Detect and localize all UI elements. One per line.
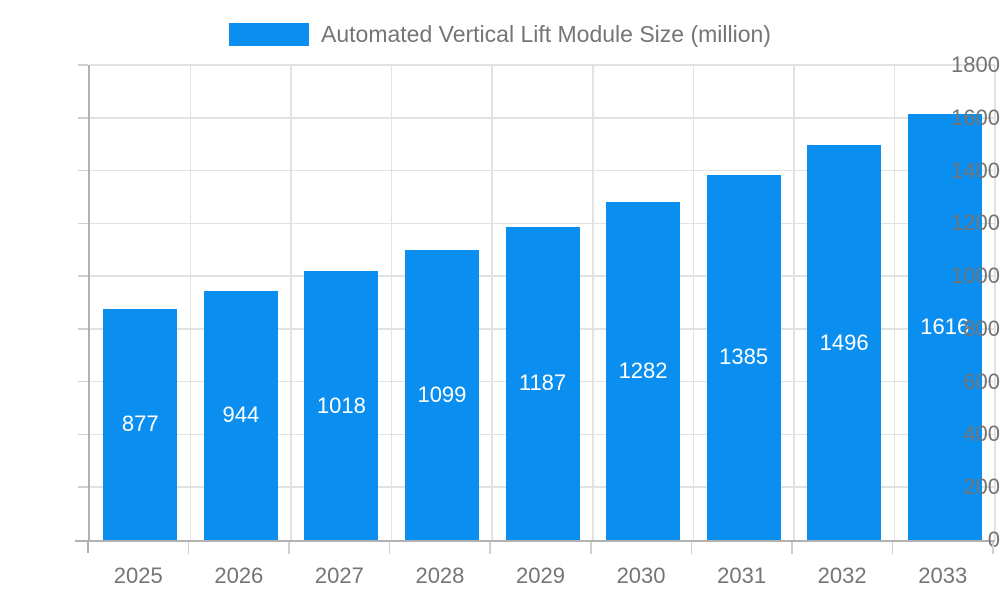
- y-axis-label: 0: [987, 527, 1000, 552]
- x-tick: [489, 542, 491, 554]
- x-tick: [187, 542, 190, 554]
- y-axis-label: 1200: [951, 210, 1000, 236]
- x-axis-label: 2025: [113, 563, 163, 588]
- plot-area: 877 944 1018 1099 1187 1282 1385 1496 1616: [88, 64, 996, 542]
- x-axis-label: 2032: [817, 563, 867, 588]
- bar-value-label: 1187: [518, 370, 567, 396]
- legend-swatch: [229, 23, 309, 46]
- x-axis-label: 2028: [415, 563, 465, 588]
- gridline-vertical: [390, 65, 393, 540]
- x-tick: [288, 542, 290, 554]
- y-axis-label: 1800: [951, 52, 1000, 77]
- gridline-vertical: [189, 65, 192, 540]
- gridline-vertical: [893, 65, 896, 540]
- gridline-vertical: [290, 65, 292, 540]
- bar-value-label: 1496: [819, 329, 869, 355]
- x-axis-label: 2027: [314, 563, 364, 588]
- bar-2030[interactable]: 1282: [606, 201, 681, 540]
- y-axis-label: 600: [963, 368, 1000, 394]
- bar-2025[interactable]: 877: [103, 308, 178, 540]
- bar-2028[interactable]: 1099: [404, 250, 479, 540]
- bar-value-label: 944: [222, 402, 260, 428]
- bar-2032[interactable]: 1496: [807, 145, 882, 540]
- y-axis-label: 1400: [951, 157, 1000, 183]
- y-axis-label: 1000: [951, 263, 1000, 289]
- bar-value-label: 1018: [316, 392, 366, 418]
- y-tick: [78, 486, 88, 488]
- y-axis-extension-tick: [87, 540, 89, 553]
- bar-value-label: 1282: [618, 357, 668, 383]
- gridline-horizontal: [90, 222, 995, 225]
- bar-2029[interactable]: 1187: [505, 226, 580, 540]
- bar-2027[interactable]: 1018: [304, 271, 379, 540]
- y-tick: [78, 222, 88, 225]
- y-tick: [78, 275, 88, 277]
- gridline-vertical: [491, 65, 493, 540]
- x-tick: [388, 542, 391, 554]
- legend-label: Automated Vertical Lift Module Size (mil…: [321, 21, 771, 47]
- gridline-vertical: [692, 65, 695, 540]
- x-axis-label: 2029: [516, 563, 565, 588]
- y-axis-label: 200: [963, 474, 1000, 500]
- gridline-vertical: [793, 65, 795, 540]
- gridline-vertical: [994, 65, 996, 540]
- x-axis-label: 2030: [616, 563, 666, 588]
- y-tick: [78, 117, 88, 119]
- y-tick: [78, 433, 88, 436]
- bar-2031[interactable]: 1385: [706, 174, 781, 540]
- x-tick: [590, 542, 592, 554]
- bar-2033[interactable]: 1616: [907, 113, 982, 540]
- x-tick: [690, 542, 693, 554]
- bar-value-label: 1385: [719, 344, 769, 370]
- bar-2026[interactable]: 944: [203, 290, 278, 540]
- y-axis-label: 1600: [951, 104, 1000, 130]
- gridline-vertical: [592, 65, 594, 540]
- y-tick: [78, 64, 88, 66]
- y-axis-label: 800: [963, 315, 1000, 341]
- x-axis-label: 2033: [918, 563, 968, 588]
- y-tick: [78, 169, 88, 172]
- bar-value-label: 1099: [417, 382, 467, 407]
- bar-value-label: 1616: [920, 313, 970, 339]
- x-tick: [791, 542, 793, 554]
- gridline-horizontal: [90, 117, 995, 119]
- x-axis-label: 2026: [214, 563, 264, 588]
- gridline-horizontal: [90, 169, 995, 172]
- gridline-horizontal: [90, 64, 995, 66]
- x-axis-extension-tick: [75, 540, 88, 542]
- legend: Automated Vertical Lift Module Size (mil…: [0, 21, 1000, 48]
- y-axis-label: 400: [963, 421, 1000, 447]
- y-tick: [78, 328, 88, 330]
- x-tick: [992, 542, 994, 554]
- y-tick: [78, 380, 88, 383]
- x-tick: [891, 542, 894, 554]
- bar-value-label: 877: [121, 411, 159, 437]
- x-axis-label: 2031: [717, 563, 767, 588]
